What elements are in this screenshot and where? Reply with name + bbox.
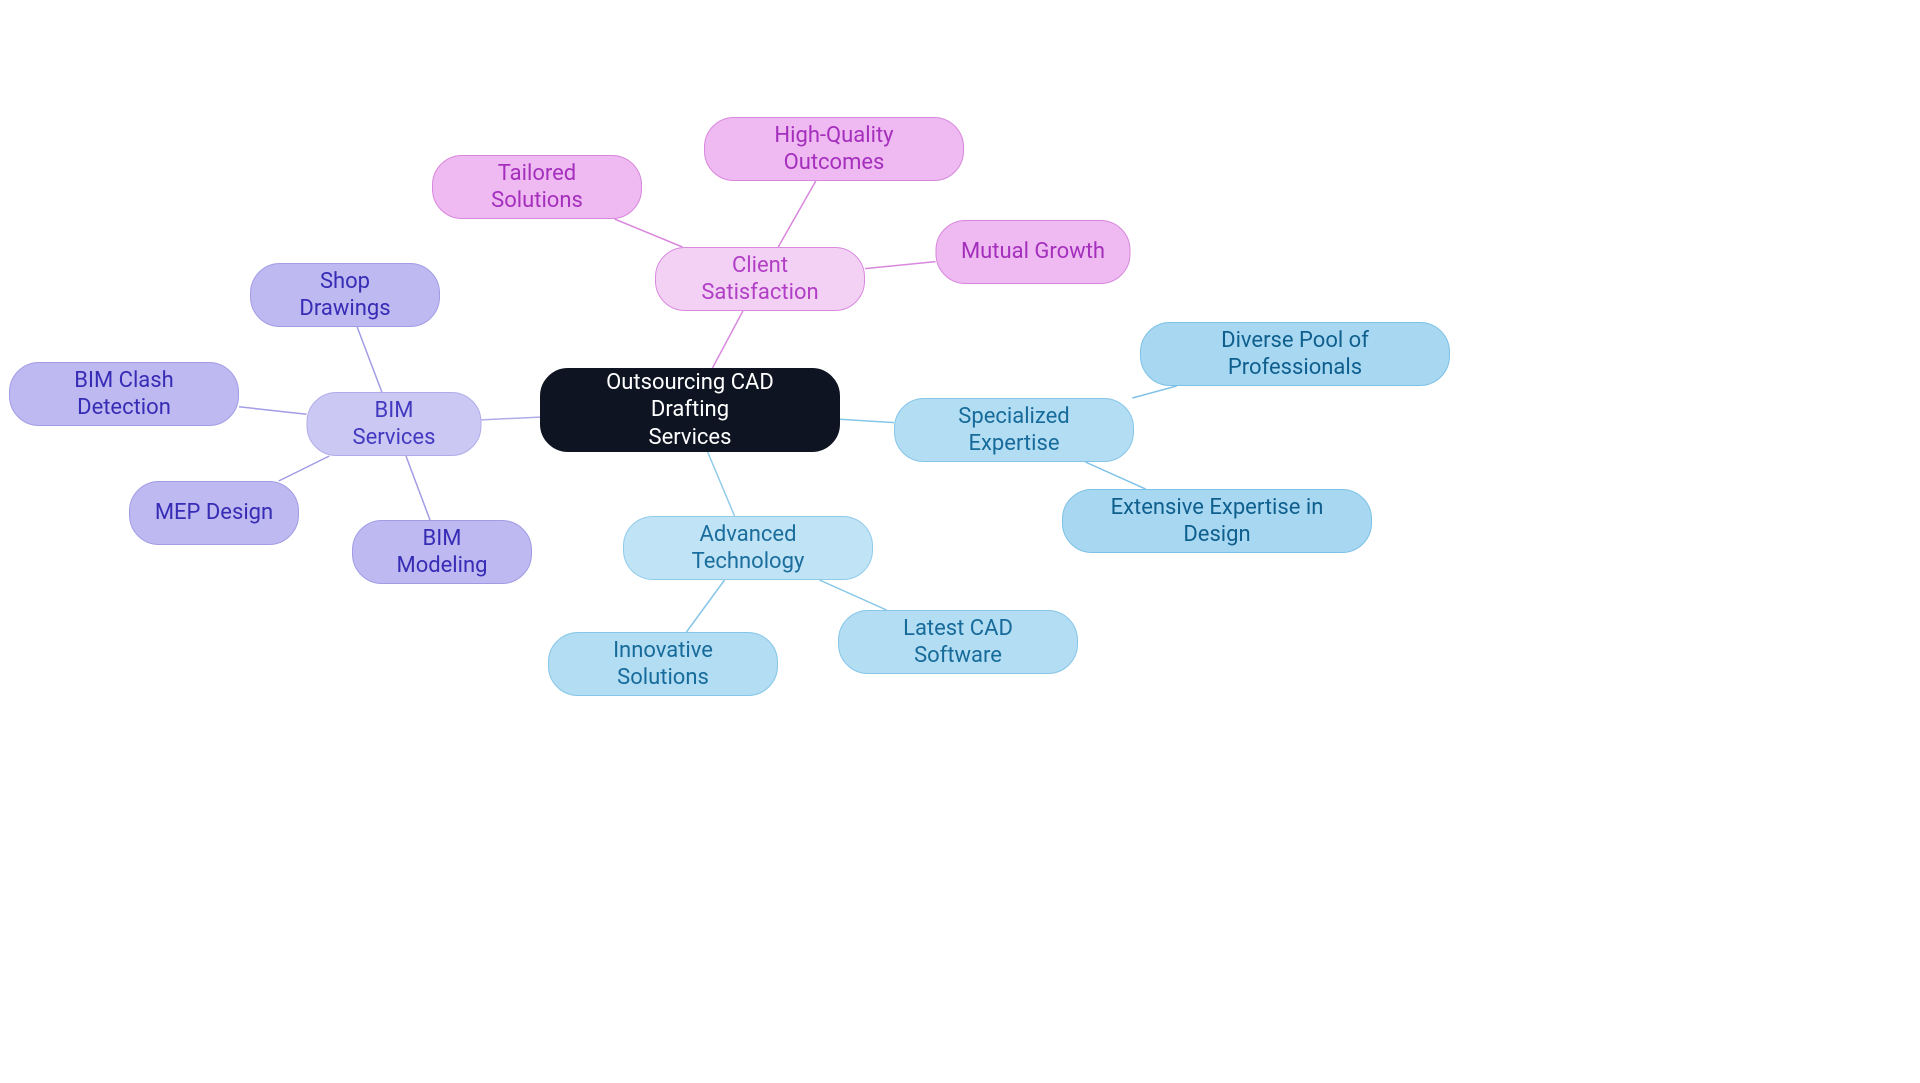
node-clash: BIM Clash Detection [9,362,239,426]
node-label: Mutual Growth [961,238,1105,266]
edge [708,452,735,516]
node-label: BIM Modeling [377,525,507,580]
node-label: Tailored Solutions [457,160,617,215]
node-hq: High-Quality Outcomes [704,117,964,181]
node-root: Outsourcing CAD Drafting Services [540,368,840,452]
edge [712,311,742,368]
node-innov: Innovative Solutions [548,632,778,696]
node-label: Innovative Solutions [573,637,753,692]
node-label: Advanced Technology [648,521,848,576]
edge [615,219,683,247]
edge [482,417,541,420]
edge [686,580,724,632]
node-label: MEP Design [155,499,273,527]
edge [1085,462,1145,489]
edge [406,456,430,520]
node-label: BIM Clash Detection [34,367,214,422]
edge [819,580,886,610]
edge [279,456,330,481]
node-shop: Shop Drawings [250,263,440,327]
edge [778,181,816,247]
node-label: Specialized Expertise [919,403,1109,458]
node-label: Shop Drawings [275,268,415,323]
node-bimmod: BIM Modeling [352,520,532,584]
node-label: Extensive Expertise in Design [1087,494,1347,549]
node-label: High-Quality Outcomes [729,122,939,177]
node-adv: Advanced Technology [623,516,873,580]
edge [865,262,936,269]
node-mep: MEP Design [129,481,299,545]
node-label: Latest CAD Software [863,615,1053,670]
edge [840,419,894,422]
edge [357,327,382,392]
node-tailored: Tailored Solutions [432,155,642,219]
edge [1132,386,1176,398]
edge [239,407,307,415]
node-spec: Specialized Expertise [894,398,1134,462]
node-client: Client Satisfaction [655,247,865,311]
node-latest: Latest CAD Software [838,610,1078,674]
node-label: Client Satisfaction [680,252,840,307]
node-bim: BIM Services [307,392,482,456]
node-diverse: Diverse Pool of Professionals [1140,322,1450,386]
node-label: BIM Services [332,397,457,452]
node-label: Outsourcing CAD Drafting Services [565,369,815,452]
mindmap-canvas: Outsourcing CAD Drafting Services Client … [0,0,1920,1083]
node-label: Diverse Pool of Professionals [1165,327,1425,382]
node-mg: Mutual Growth [936,220,1131,284]
node-ext: Extensive Expertise in Design [1062,489,1372,553]
